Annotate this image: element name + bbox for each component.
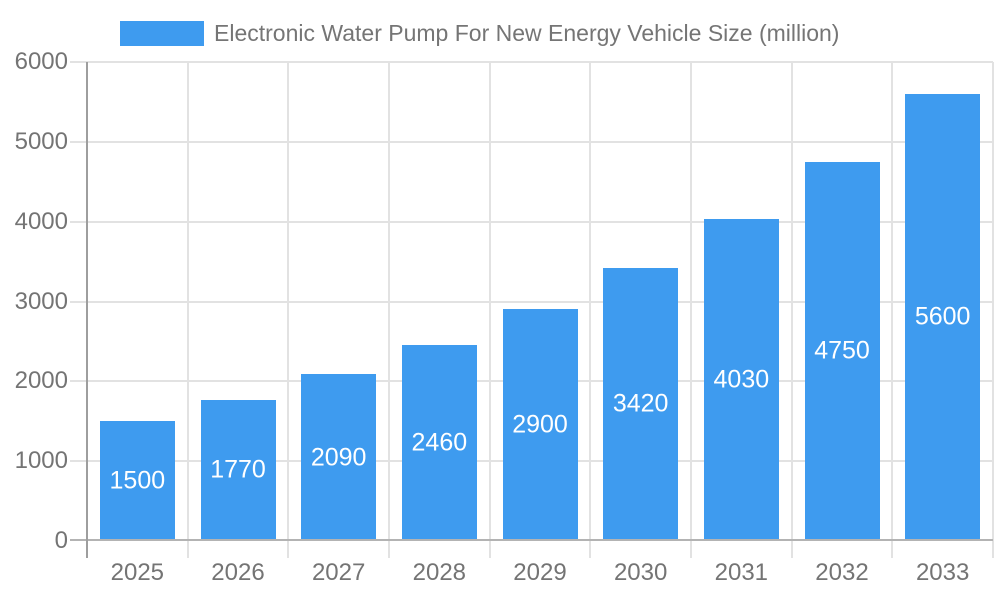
bar-2031: 4030 [703,219,779,541]
bar-2032: 4750 [804,161,880,541]
chart-legend: Electronic Water Pump For New Energy Veh… [120,20,839,47]
chart-title: Electronic Water Pump For New Energy Veh… [214,20,840,46]
x-axis-tick-label: 2031 [714,559,769,586]
bar-2027: 2090 [301,374,377,541]
y-axis-tick-label: 1000 [14,447,68,475]
y-axis-tick-label: 0 [54,527,68,554]
x-axis-tick-label: 2030 [613,559,668,586]
bar-value-label: 2090 [310,443,367,472]
gridline-vertical [287,62,290,558]
y-axis-labels: 0 1000 2000 3000 4000 5000 6000 [0,0,68,600]
gridline-vertical [690,62,692,558]
gridline-horizontal [70,140,993,143]
x-axis-tick-label: 2025 [110,559,165,586]
bar-2026: 1770 [200,399,276,541]
plot-area: 1500 1770 2090 2460 2900 3420 4030 4750 5600 [70,61,994,558]
gridline-horizontal [70,220,993,223]
bar-value-label: 2460 [411,428,468,457]
bar-2029: 2900 [502,309,578,541]
y-axis-tick-label: 5000 [14,127,68,155]
gridline-vertical [388,62,390,558]
gridline-horizontal [70,61,993,63]
gridline-vertical [992,62,994,558]
x-axis-labels: 2025 2026 2027 2028 2029 2030 2031 2032 2033 [87,556,993,590]
legend-swatch [120,21,204,46]
bar-value-label: 5600 [914,302,971,331]
gridline-horizontal [70,300,993,303]
bar-value-label: 1770 [210,455,266,484]
y-axis-line [86,62,88,558]
x-axis-tick-label: 2029 [513,559,567,586]
x-axis-tick-label: 2027 [311,559,366,586]
x-axis-tick-label: 2033 [915,559,970,586]
gridline-vertical [488,62,491,558]
gridline-vertical [186,62,189,558]
bar-2025: 1500 [99,421,175,541]
x-axis-tick-label: 2028 [412,559,467,586]
bar-value-label: 2900 [512,410,568,439]
bar-2028: 2460 [401,344,477,541]
bar-2033: 5600 [905,93,981,541]
bar-value-label: 3420 [612,389,669,418]
gridline-vertical [891,62,894,558]
bar-value-label: 4030 [713,365,770,394]
x-axis-tick-label: 2032 [815,559,869,586]
gridline-vertical [790,62,793,558]
bar-value-label: 4750 [814,336,870,365]
x-axis-line [70,538,993,541]
x-axis-tick-label: 2026 [211,559,265,586]
y-axis-tick-label: 4000 [14,207,68,235]
y-axis-tick-label: 3000 [14,287,68,315]
y-axis-tick-label: 6000 [14,48,68,75]
y-axis-tick-label: 2000 [14,367,68,395]
gridline-vertical [589,62,592,558]
bar-value-label: 1500 [109,466,166,495]
bar-2030: 3420 [603,267,679,541]
